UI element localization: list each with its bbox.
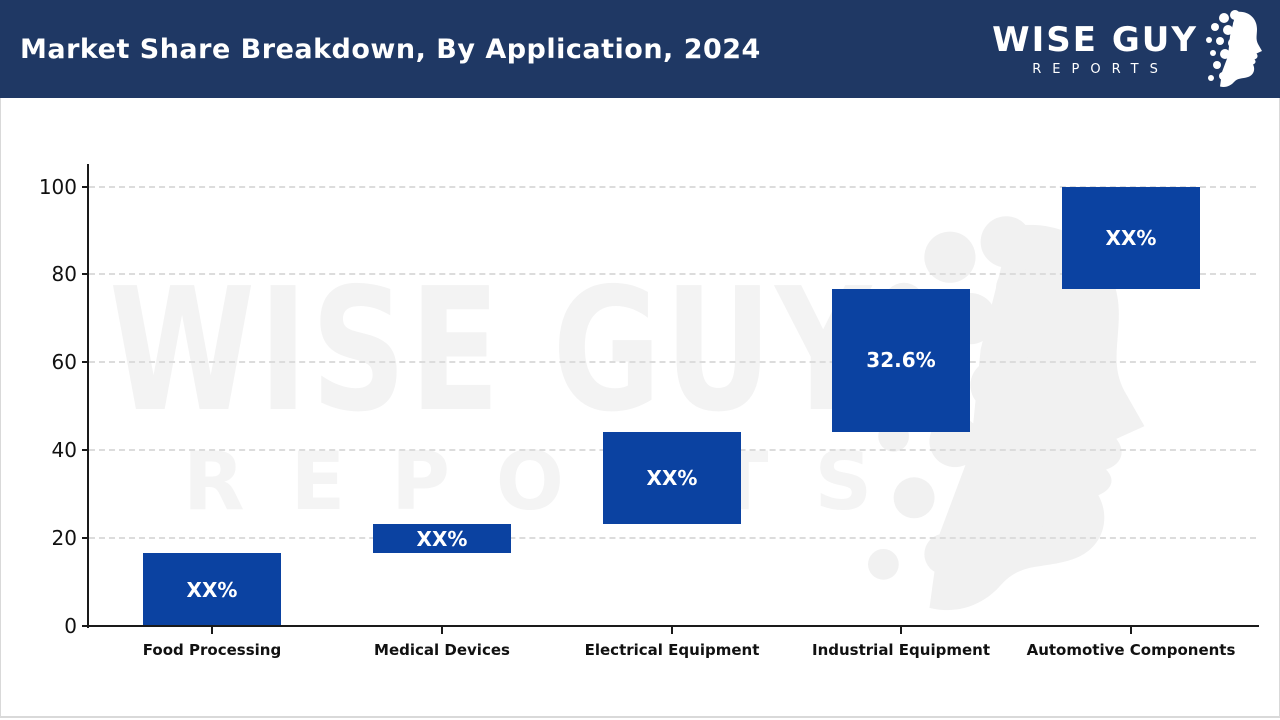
y-tick-label: 60 [51,350,77,375]
logo-wordmark: WISE GUY REPORTS [992,20,1198,77]
x-category-label: Food Processing [142,641,282,659]
x-tick-mark [1130,627,1132,634]
y-tick-label: 20 [51,526,77,551]
watermark-wordmark: WISE GUY [109,252,875,450]
x-tick-mark [671,627,673,634]
bar-value-label: XX% [416,526,468,551]
bar-value-label: XX% [1105,225,1157,250]
bar: 32.6% [832,288,970,432]
gridline [89,185,1256,188]
logo-title: WISE GUY [992,20,1198,61]
y-tick-mark [82,185,89,188]
page-title: Market Share Breakdown, By Application, … [20,33,761,65]
bar-value-label: XX% [646,465,698,490]
y-tick-mark [82,537,89,540]
y-tick-mark [82,273,89,276]
y-tick-mark [82,625,89,627]
x-category-label: Automotive Components [1026,641,1236,659]
gridline [89,537,1256,540]
x-tick-mark [441,627,443,634]
wise-guy-face-icon [1206,10,1262,87]
header-bar: Market Share Breakdown, By Application, … [0,0,1280,98]
x-axis-line [89,625,1259,627]
y-tick-mark [82,449,89,452]
bar: XX% [1062,186,1200,289]
gridline [89,273,1256,276]
chart-area: WISE GUY REPORTS 0 20 40 60 80 100 XX% Food Pro… [0,98,1280,718]
wise-guy-logo: WISE GUY REPORTS [992,8,1264,92]
watermark-reports: REPORTS [183,435,919,528]
bar: XX% [603,431,741,524]
gridline [89,361,1256,364]
y-tick-label: 80 [51,262,77,287]
x-category-label: Industrial Equipment [812,641,990,659]
x-tick-mark [900,627,902,634]
x-tick-mark [211,627,213,634]
x-category-label: Medical Devices [374,641,510,659]
logo-subtitle: REPORTS [1032,61,1169,77]
x-category-label: Electrical Equipment [584,641,760,659]
bar-value-label: 32.6% [866,348,936,373]
y-tick-mark [82,361,89,364]
bar: XX% [143,553,281,626]
bar-value-label: XX% [186,577,238,602]
bar: XX% [373,523,511,554]
y-tick-label: 0 [64,614,77,638]
y-tick-label: 100 [38,174,77,199]
y-axis-line [87,164,89,628]
y-tick-label: 40 [51,438,77,463]
